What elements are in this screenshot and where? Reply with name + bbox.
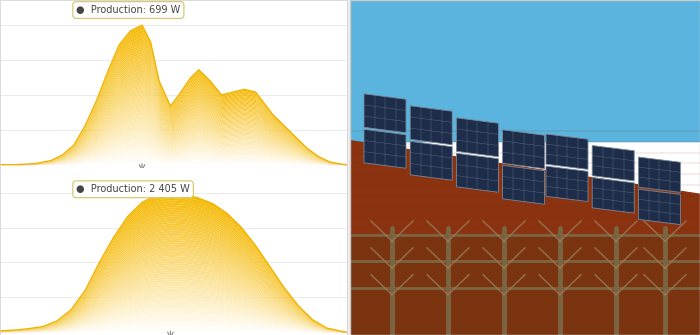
Polygon shape	[592, 145, 634, 181]
Polygon shape	[364, 94, 406, 133]
Polygon shape	[456, 118, 498, 157]
Polygon shape	[350, 141, 700, 335]
Polygon shape	[638, 189, 680, 224]
Polygon shape	[410, 106, 452, 145]
Polygon shape	[546, 166, 588, 202]
Bar	[350, 234, 700, 335]
Polygon shape	[546, 134, 588, 170]
Polygon shape	[456, 153, 498, 192]
Text: ●  Production: 2 405 W: ● Production: 2 405 W	[76, 184, 190, 194]
Bar	[350, 0, 700, 141]
Polygon shape	[503, 130, 545, 169]
Polygon shape	[503, 165, 545, 204]
Text: Monday, Dec 31, 10:00: Monday, Dec 31, 10:00	[93, 178, 190, 187]
Polygon shape	[364, 129, 406, 168]
Polygon shape	[410, 141, 452, 180]
Polygon shape	[638, 157, 680, 192]
Text: ●  Production: 699 W: ● Production: 699 W	[76, 5, 181, 15]
Polygon shape	[592, 178, 634, 213]
